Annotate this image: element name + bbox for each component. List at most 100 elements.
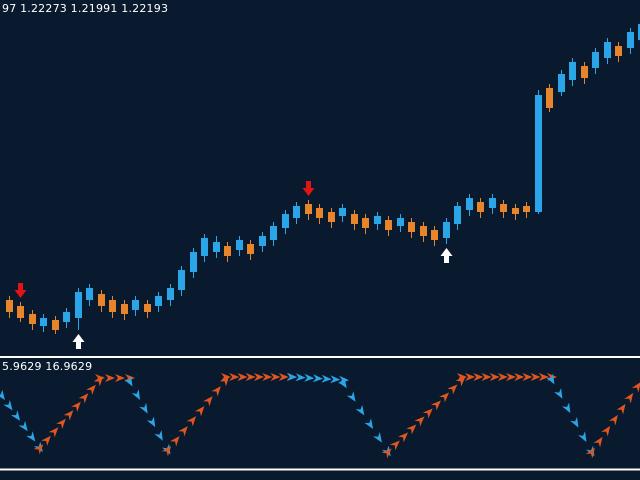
indicator-arrow: [262, 373, 273, 381]
candle-body: [397, 218, 404, 226]
indicator-arrow: [194, 406, 205, 417]
candle-body: [86, 288, 93, 300]
indicator-arrow: [161, 446, 172, 457]
indicator-arrow: [355, 404, 365, 416]
candle-body: [431, 230, 438, 240]
candle-body: [374, 216, 381, 224]
indicator-arrow: [373, 432, 382, 443]
candle-body: [512, 208, 519, 214]
indicator-arrow: [146, 416, 156, 428]
indicator-arrow: [78, 393, 89, 404]
candle-body: [247, 244, 254, 254]
candle-body: [167, 288, 174, 300]
indicator-arrow: [497, 373, 508, 381]
candle-body: [17, 306, 24, 318]
candle-body: [535, 95, 542, 212]
indicator-arrow: [270, 373, 281, 381]
indicator-arrow: [514, 373, 525, 381]
indicator-arrow: [178, 426, 188, 437]
candle-body: [546, 88, 553, 108]
candle-body: [259, 236, 266, 246]
indicator-arrow: [203, 396, 213, 407]
indicator-arrow: [489, 373, 500, 381]
indicator-arrow: [105, 374, 115, 382]
indicator-arrow: [457, 373, 467, 381]
indicator-arrow: [522, 373, 533, 381]
candle-body: [569, 62, 576, 80]
candle-body: [282, 214, 289, 228]
indicator-arrow: [254, 373, 264, 381]
indicator-arrow: [229, 373, 240, 381]
candle-body: [144, 304, 151, 312]
candle-body: [224, 246, 231, 256]
indicator-arrow: [139, 402, 148, 414]
indicator-arrow: [364, 418, 374, 429]
candle-body: [454, 206, 461, 224]
indicator-values-readout: 5.9629 16.9629: [2, 360, 93, 373]
candle-body: [351, 214, 358, 224]
candle-body: [477, 202, 484, 212]
signal-arrow-down: [14, 283, 27, 298]
indicator-arrow: [312, 374, 323, 383]
indicator-arrow: [473, 373, 484, 381]
indicator-arrow: [593, 436, 603, 448]
indicator-arrow: [608, 414, 618, 426]
candle-body: [75, 292, 82, 318]
indicator-arrow: [186, 416, 197, 427]
indicator-arrow: [337, 377, 347, 389]
signal-arrow-up: [440, 248, 453, 263]
indicator-arrow: [48, 427, 59, 438]
indicator-arrow: [170, 436, 180, 447]
indicator-arrow: [63, 410, 74, 421]
candle-body: [558, 74, 565, 92]
indicator-arrow: [631, 381, 640, 393]
candle-body: [98, 294, 105, 306]
indicator-arrow: [11, 410, 21, 421]
indicator-arrow: [422, 408, 433, 419]
candle-body: [627, 32, 634, 48]
candle-body: [489, 198, 496, 208]
indicator-arrow: [481, 373, 492, 381]
candle-body: [592, 52, 599, 68]
candle-body: [638, 24, 640, 40]
indicator-arrow: [95, 374, 105, 382]
indicator-arrow: [439, 392, 450, 403]
candle-body: [604, 42, 611, 58]
candle-body: [443, 222, 450, 238]
indicator-arrow: [389, 440, 400, 451]
indicator-arrow: [295, 373, 306, 382]
candle-body: [408, 222, 415, 232]
indicator-arrow: [506, 373, 517, 381]
indicator-arrow: [554, 388, 563, 399]
indicator-arrow: [219, 376, 230, 387]
candle-body: [339, 208, 346, 216]
indicator-arrow: [601, 425, 611, 437]
indicator-arrow: [562, 402, 571, 414]
candle-body: [63, 312, 70, 322]
candle-body: [615, 46, 622, 56]
candle-body: [132, 300, 139, 310]
ohlc-readout: 97 1.22273 1.21991 1.22193: [2, 2, 169, 15]
indicator-arrow: [465, 373, 476, 381]
indicator-arrow: [578, 431, 587, 442]
candle-body: [190, 252, 197, 272]
indicator-arrow: [124, 375, 133, 387]
candle-body: [52, 320, 59, 330]
candle-body: [466, 198, 473, 210]
candle-body: [6, 300, 13, 312]
indicator-arrow: [41, 435, 51, 446]
candle-body: [40, 318, 47, 326]
candle-body: [121, 304, 128, 314]
indicator-arrow: [154, 430, 163, 441]
indicator-arrow: [570, 416, 579, 428]
indicator-arrow: [237, 373, 248, 381]
candle-body: [109, 300, 116, 312]
candle-body: [236, 240, 243, 250]
indicator-arrow: [211, 386, 221, 397]
signal-arrow-up: [72, 334, 85, 349]
candle-body: [213, 242, 220, 252]
indicator-arrow: [398, 432, 409, 443]
indicator-arrow: [616, 403, 626, 415]
